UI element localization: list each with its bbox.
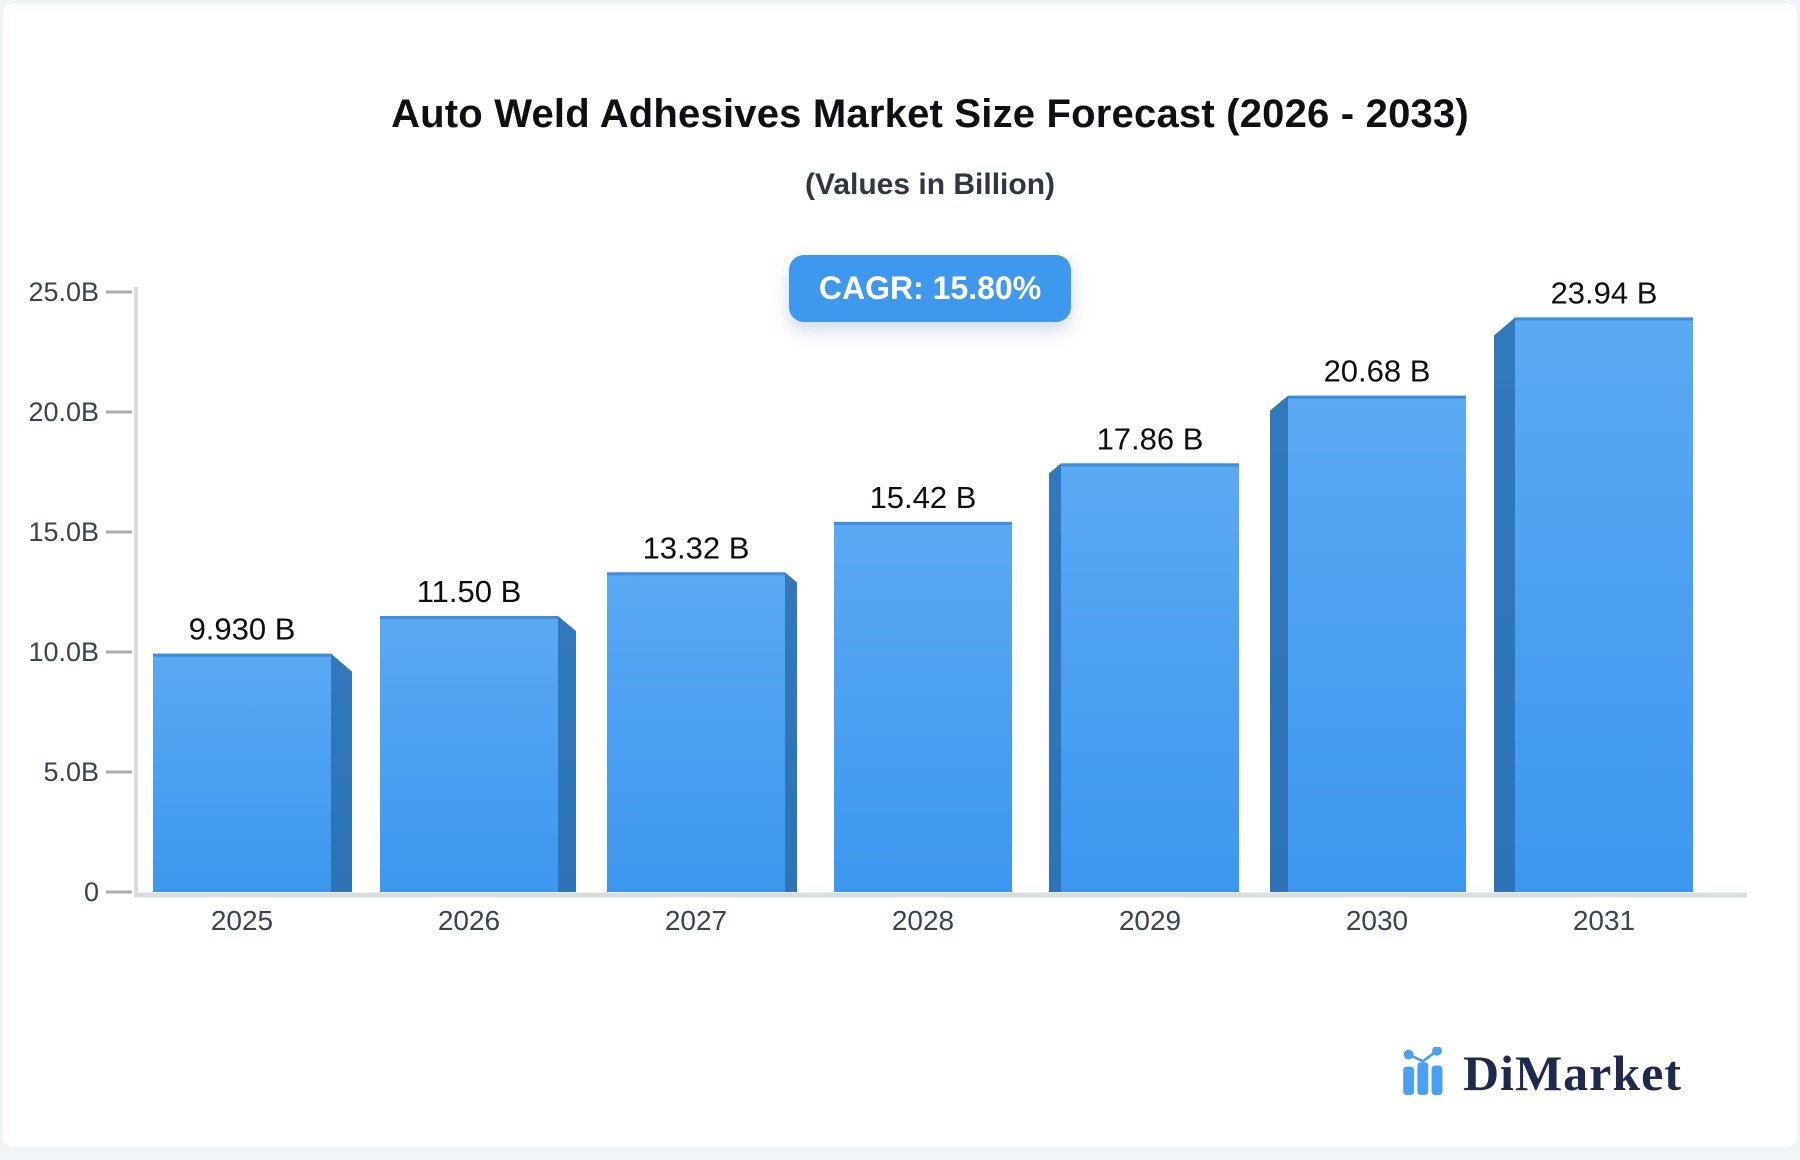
- x-axis-label: 2027: [665, 905, 727, 936]
- y-axis-label: 10.0B: [28, 637, 99, 667]
- x-axis-label: 2029: [1119, 905, 1181, 936]
- chart-subtitle: (Values in Billion): [804, 168, 1056, 201]
- bar-top-edge-2026: [380, 616, 558, 619]
- bar-value-label: 23.94 B: [1551, 275, 1658, 310]
- bar-top-edge-2027: [607, 572, 785, 576]
- bar-side-2027: [785, 572, 797, 892]
- bar-top-edge-2031: [1515, 317, 1693, 321]
- x-axis-label: 2030: [1346, 905, 1408, 936]
- bar-side-2029: [1049, 463, 1061, 892]
- bar-top-edge-2029: [1061, 463, 1239, 467]
- bar-side-2030: [1270, 395, 1288, 892]
- y-axis-label: 5.0B: [43, 757, 99, 787]
- bar-top-edge-2025: [153, 653, 331, 657]
- bar-2025: [153, 653, 331, 892]
- cagr-badge: CAGR: 15.80%: [788, 255, 1072, 322]
- bar-2029: [1061, 463, 1239, 892]
- brand-name: DiMarket: [1462, 1045, 1682, 1101]
- x-axis-label: 2028: [892, 905, 954, 936]
- cagr-badge-band: CAGR: 15.80%: [63, 255, 1797, 322]
- bar-value-label: 17.86 B: [1097, 421, 1204, 456]
- bar-2031: [1515, 317, 1693, 892]
- x-axis-label: 2025: [211, 905, 273, 936]
- bar-side-2031: [1494, 317, 1515, 892]
- bar-2030: [1288, 395, 1466, 892]
- bar-value-label: 20.68 B: [1324, 354, 1431, 389]
- bar-2026: [380, 616, 558, 892]
- y-axis-label: 25.0B: [28, 277, 99, 307]
- bar-2027: [607, 572, 785, 892]
- bar-top-edge-2030: [1288, 395, 1466, 399]
- bar-top-edge-2028: [834, 521, 1012, 525]
- bar-chart-trend-icon: [1403, 1047, 1443, 1095]
- bar-side-2026: [558, 616, 576, 892]
- bar-chart: 0 5.0B 10.0B 15.0B 20.0B 25.0B 9.930 B 2025 11.5…: [28, 275, 1747, 936]
- bar-2028: [834, 521, 1012, 892]
- y-axis-label: 20.0B: [28, 397, 99, 427]
- chart-title: Auto Weld Adhesives Market Size Forecast…: [391, 92, 1469, 136]
- bar-value-label: 15.42 B: [870, 480, 977, 515]
- y-axis-label: 15.0B: [28, 517, 99, 547]
- brand-logo: DiMarket: [1403, 1045, 1682, 1101]
- chart-card: Auto Weld Adhesives Market Size Forecast…: [3, 4, 1797, 1147]
- bar-value-label: 9.930 B: [189, 612, 296, 647]
- bar-value-label: 11.50 B: [417, 574, 522, 609]
- x-axis-label: 2031: [1573, 905, 1635, 936]
- y-axis-label: 0: [84, 877, 99, 907]
- x-axis-label: 2026: [438, 905, 500, 936]
- bar-side-2025: [331, 653, 352, 892]
- bar-value-label: 13.32 B: [643, 530, 750, 565]
